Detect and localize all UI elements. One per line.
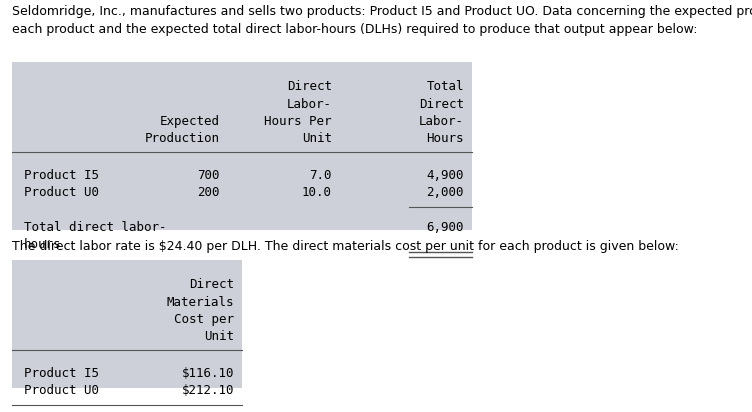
Text: $116.10: $116.10: [181, 367, 234, 380]
Text: Expected: Expected: [160, 115, 220, 128]
Text: Cost per: Cost per: [174, 313, 234, 326]
Bar: [12, 62, 472, 230]
Text: 200: 200: [198, 187, 220, 199]
Text: Total direct labor-: Total direct labor-: [24, 221, 166, 234]
Text: 10.0: 10.0: [302, 187, 332, 199]
Text: 6,900: 6,900: [426, 221, 464, 234]
Text: Direct: Direct: [287, 80, 332, 93]
Text: 7.0: 7.0: [310, 169, 332, 182]
Text: Hours: Hours: [426, 133, 464, 145]
Text: The direct labor rate is $24.40 per DLH. The direct materials cost per unit for : The direct labor rate is $24.40 per DLH.…: [12, 240, 679, 253]
Text: Hours Per: Hours Per: [265, 115, 332, 128]
Text: Unit: Unit: [204, 330, 234, 344]
Text: Materials: Materials: [166, 295, 234, 309]
Text: hours: hours: [24, 239, 62, 251]
Text: Total: Total: [426, 80, 464, 93]
Text: Labor-: Labor-: [287, 98, 332, 110]
Text: 4,900: 4,900: [426, 169, 464, 182]
Text: Product I5: Product I5: [24, 367, 99, 380]
Bar: [12, 260, 242, 388]
Text: Unit: Unit: [302, 133, 332, 145]
Text: Direct: Direct: [419, 98, 464, 110]
Text: 700: 700: [198, 169, 220, 182]
Text: 2,000: 2,000: [426, 187, 464, 199]
Text: Product U0: Product U0: [24, 187, 99, 199]
Text: $212.10: $212.10: [181, 384, 234, 398]
Text: Direct: Direct: [189, 278, 234, 291]
Text: Product I5: Product I5: [24, 169, 99, 182]
Text: Product U0: Product U0: [24, 384, 99, 398]
Text: Production: Production: [145, 133, 220, 145]
Text: Seldomridge, Inc., manufactures and sells two products: Product I5 and Product U: Seldomridge, Inc., manufactures and sell…: [12, 5, 752, 36]
Text: Labor-: Labor-: [419, 115, 464, 128]
